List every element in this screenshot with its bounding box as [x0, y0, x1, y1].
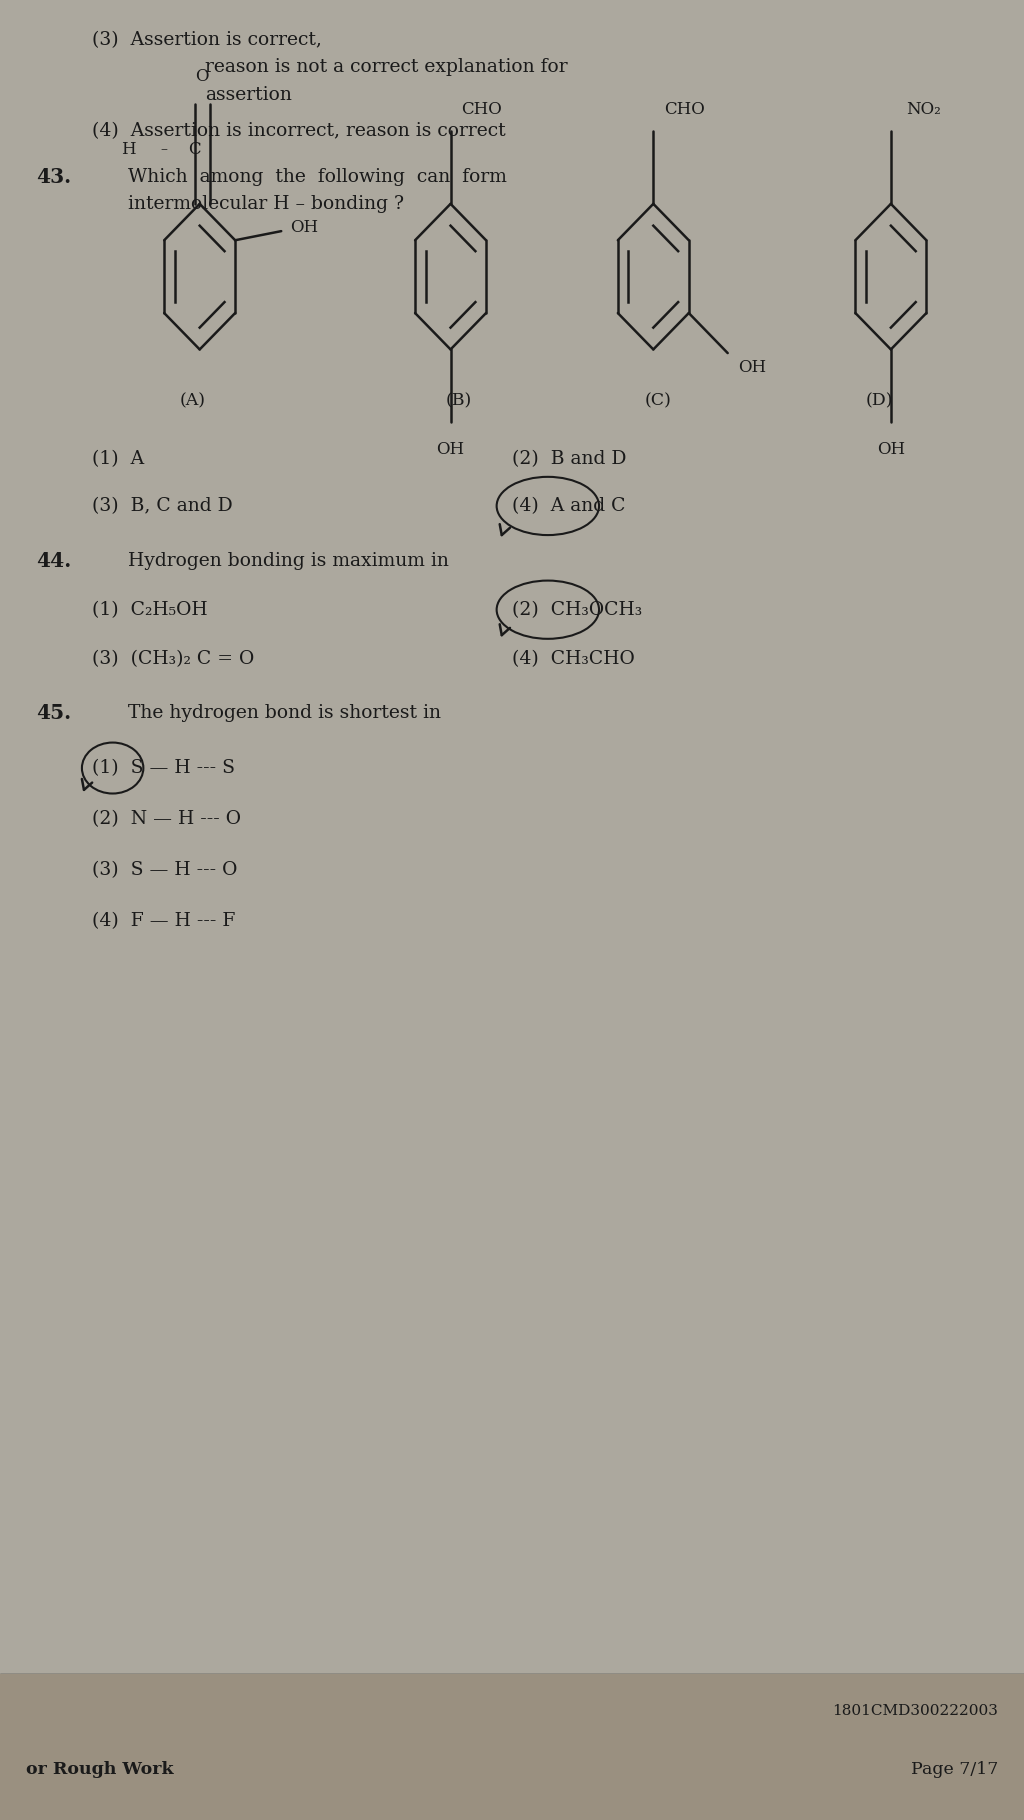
Text: OH: OH [877, 440, 905, 459]
Bar [0, 1674, 1024, 1820]
Text: 44.: 44. [36, 551, 71, 570]
Text: or Rough Work: or Rough Work [26, 1760, 173, 1778]
Text: Which  among  the  following  can  form: Which among the following can form [128, 167, 507, 186]
Text: 45.: 45. [36, 704, 71, 723]
Text: CHO: CHO [664, 100, 705, 118]
Text: (D): (D) [865, 391, 893, 410]
Text: (3)  B, C and D: (3) B, C and D [92, 497, 232, 515]
Text: OH: OH [436, 440, 465, 459]
Text: (4)  Assertion is incorrect, reason is correct: (4) Assertion is incorrect, reason is co… [92, 122, 506, 140]
Text: H: H [121, 140, 135, 158]
Text: (A): (A) [179, 391, 205, 410]
Text: (2)  CH₃OCH₃: (2) CH₃OCH₃ [512, 601, 642, 619]
Text: 43.: 43. [36, 167, 71, 186]
Text: CHO: CHO [461, 100, 502, 118]
Text: (1)  C₂H₅OH: (1) C₂H₅OH [92, 601, 208, 619]
Text: The hydrogen bond is shortest in: The hydrogen bond is shortest in [128, 704, 441, 723]
Text: OH: OH [738, 359, 766, 377]
Text: (4)  CH₃CHO: (4) CH₃CHO [512, 650, 635, 668]
Text: NO₂: NO₂ [906, 100, 941, 118]
Text: OH: OH [290, 218, 317, 237]
Text: (3)  (CH₃)₂ C = O: (3) (CH₃)₂ C = O [92, 650, 254, 668]
Text: O: O [195, 67, 209, 86]
Text: intermolecular H – bonding ?: intermolecular H – bonding ? [128, 195, 404, 213]
Text: (C): (C) [645, 391, 672, 410]
Text: –: – [161, 142, 167, 157]
Text: (2)  B and D: (2) B and D [512, 450, 627, 468]
Text: (4)  F — H --- F: (4) F — H --- F [92, 912, 236, 930]
Text: assertion: assertion [205, 86, 292, 104]
Text: (1)  S — H --- S: (1) S — H --- S [92, 759, 236, 777]
Text: (3)  Assertion is correct,: (3) Assertion is correct, [92, 31, 322, 49]
Text: Hydrogen bonding is maximum in: Hydrogen bonding is maximum in [128, 551, 449, 570]
Text: (B): (B) [445, 391, 472, 410]
Text: (1)  A: (1) A [92, 450, 144, 468]
Text: C: C [188, 140, 201, 158]
Text: Page 7/17: Page 7/17 [911, 1760, 998, 1778]
Text: reason is not a correct explanation for: reason is not a correct explanation for [205, 58, 567, 76]
Text: 1801CMD300222003: 1801CMD300222003 [833, 1704, 998, 1718]
Text: (3)  S — H --- O: (3) S — H --- O [92, 861, 238, 879]
Text: (2)  N — H --- O: (2) N — H --- O [92, 810, 242, 828]
Text: (4)  A and C: (4) A and C [512, 497, 626, 515]
